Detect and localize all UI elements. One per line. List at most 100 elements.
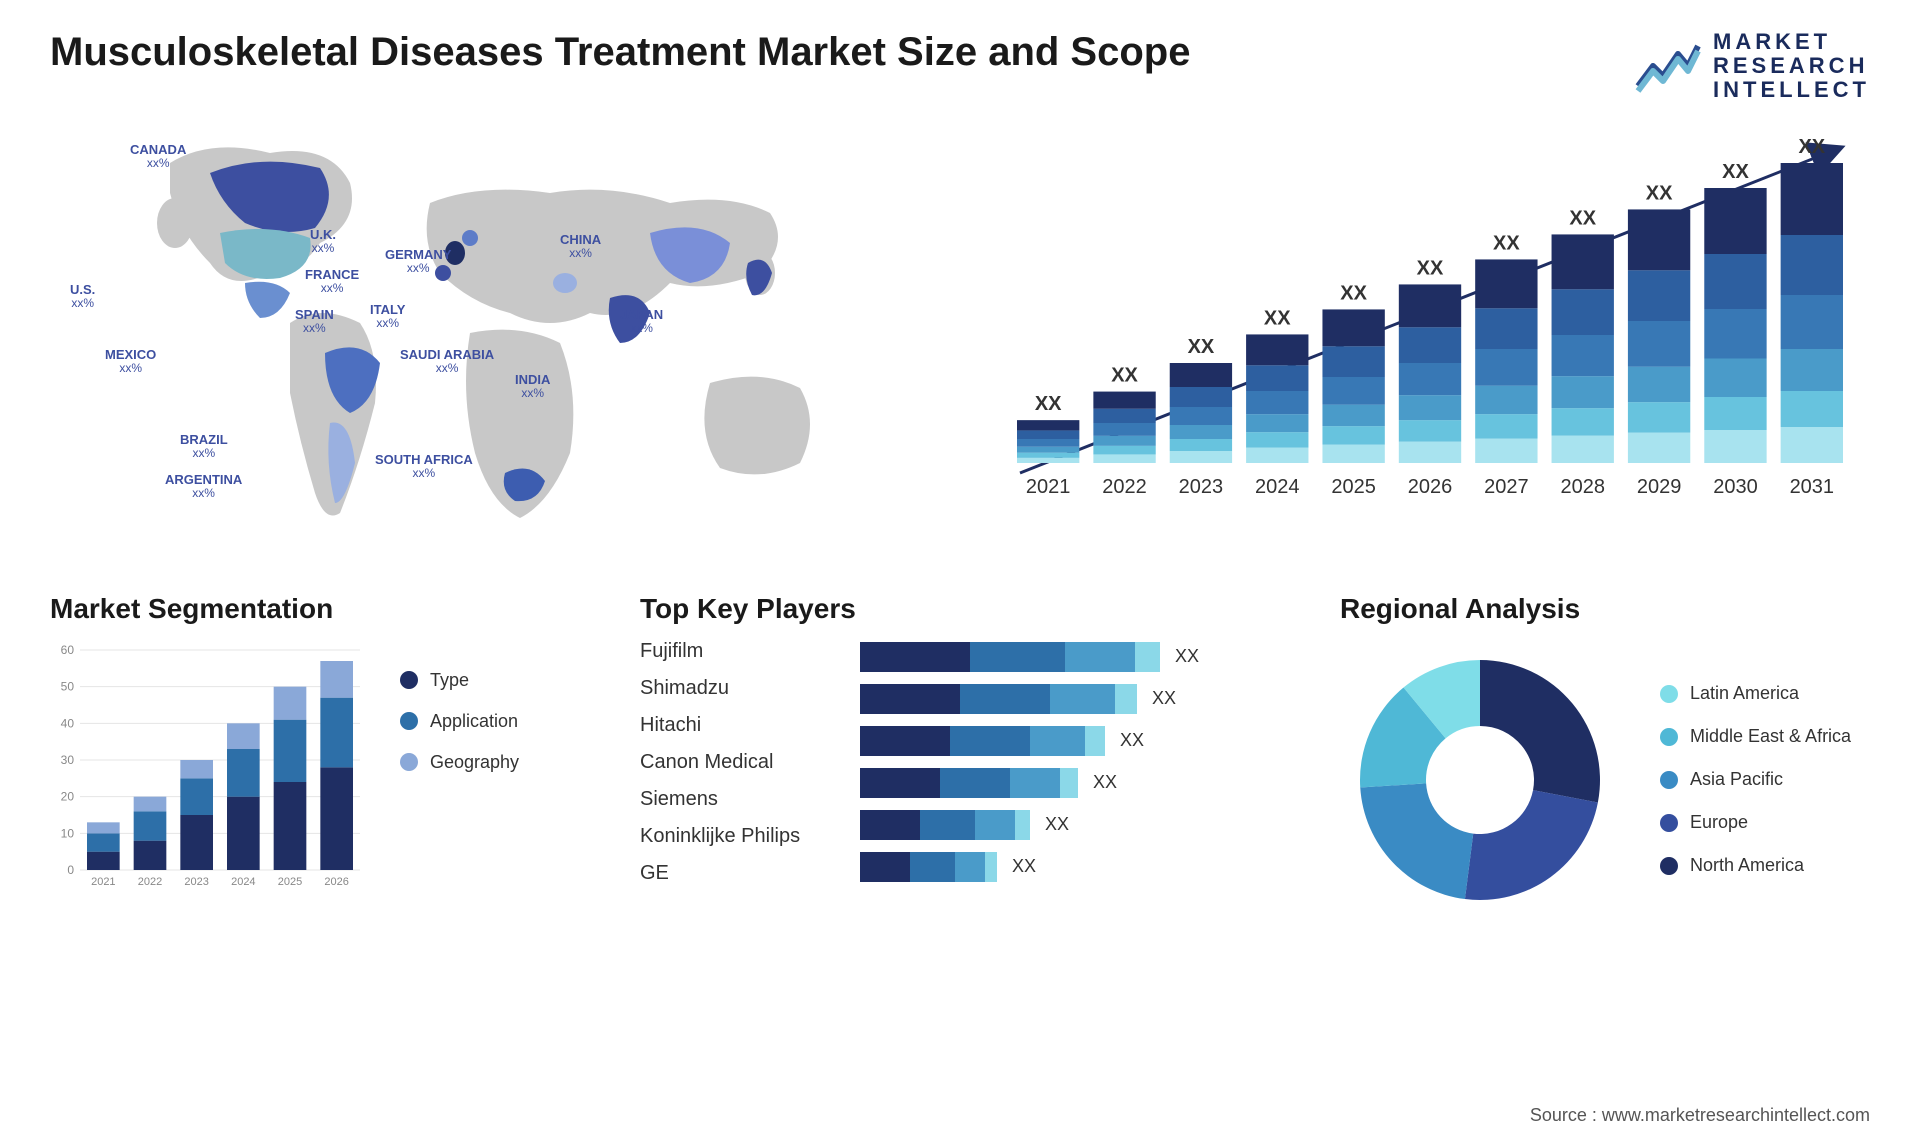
svg-text:2023: 2023: [184, 876, 208, 888]
key-player-bar: [860, 810, 1030, 840]
regional-legend: Latin AmericaMiddle East & AfricaAsia Pa…: [1660, 683, 1851, 876]
svg-text:2029: 2029: [1637, 476, 1682, 498]
svg-text:10: 10: [61, 826, 75, 840]
svg-text:2025: 2025: [278, 876, 302, 888]
map-country-label: U.K.xx%: [310, 228, 336, 255]
key-player-bar-segment: [860, 768, 940, 798]
logo-mark-icon: [1633, 36, 1703, 96]
key-player-bar-segment: [1015, 810, 1030, 840]
key-players-title: Top Key Players: [640, 593, 1310, 625]
map-country-label: SOUTH AFRICAxx%: [375, 453, 473, 480]
key-player-value: XX: [1120, 730, 1144, 751]
map-country-label: U.S.xx%: [70, 283, 95, 310]
svg-text:40: 40: [61, 716, 75, 730]
key-player-name: Siemens: [640, 788, 840, 811]
key-player-value: XX: [1093, 772, 1117, 793]
map-country-label: CHINAxx%: [560, 233, 601, 260]
key-player-bar-segment: [955, 852, 985, 882]
key-player-bar: [860, 726, 1105, 756]
key-player-value: XX: [1045, 814, 1069, 835]
brand-logo: MARKET RESEARCH INTELLECT: [1633, 30, 1870, 103]
svg-text:XX: XX: [1569, 207, 1596, 229]
svg-text:XX: XX: [1035, 393, 1062, 415]
svg-text:2027: 2027: [1484, 476, 1529, 498]
segmentation-legend-item: Type: [400, 670, 519, 691]
key-player-bar-segment: [860, 810, 920, 840]
key-player-bar-segment: [975, 810, 1015, 840]
key-player-bar-row: XX: [860, 684, 1310, 714]
svg-text:XX: XX: [1646, 182, 1673, 204]
map-country-label: SAUDI ARABIAxx%: [400, 348, 494, 375]
svg-text:2024: 2024: [1255, 476, 1300, 498]
map-country-label: ARGENTINAxx%: [165, 473, 242, 500]
key-player-bar-segment: [1135, 642, 1160, 672]
key-player-name: Fujifilm: [640, 640, 840, 663]
key-player-bar-row: XX: [860, 768, 1310, 798]
svg-text:60: 60: [61, 643, 75, 657]
key-player-bar-segment: [960, 684, 1050, 714]
svg-text:2031: 2031: [1790, 476, 1835, 498]
regional-legend-item: North America: [1660, 855, 1851, 876]
segmentation-legend-item: Geography: [400, 752, 519, 773]
segmentation-legend-item: Application: [400, 711, 519, 732]
segmentation-chart: 0102030405060202120222023202420252026: [50, 640, 370, 900]
svg-text:2023: 2023: [1179, 476, 1224, 498]
svg-text:2022: 2022: [138, 876, 162, 888]
svg-text:30: 30: [61, 753, 75, 767]
key-player-bar-segment: [860, 642, 970, 672]
key-player-value: XX: [1012, 856, 1036, 877]
regional-title: Regional Analysis: [1340, 593, 1870, 625]
key-player-bar-segment: [950, 726, 1030, 756]
world-map: CANADAxx%U.S.xx%MEXICOxx%BRAZILxx%ARGENT…: [50, 123, 950, 553]
svg-text:XX: XX: [1188, 336, 1215, 358]
key-player-value: XX: [1175, 646, 1199, 667]
map-country-label: GERMANYxx%: [385, 248, 451, 275]
svg-text:XX: XX: [1264, 307, 1291, 329]
key-player-bar-segment: [1050, 684, 1115, 714]
logo-line2: RESEARCH: [1713, 54, 1870, 78]
key-player-bar-segment: [1030, 726, 1085, 756]
key-player-bar: [860, 642, 1160, 672]
svg-text:2022: 2022: [1102, 476, 1147, 498]
key-player-bar-segment: [920, 810, 975, 840]
logo-line3: INTELLECT: [1713, 78, 1870, 102]
map-country-label: CANADAxx%: [130, 143, 186, 170]
key-player-name: Canon Medical: [640, 751, 840, 774]
key-player-value: XX: [1152, 688, 1176, 709]
map-country-label: SPAINxx%: [295, 308, 334, 335]
svg-text:2026: 2026: [1408, 476, 1453, 498]
regional-legend-item: Middle East & Africa: [1660, 726, 1851, 747]
svg-text:50: 50: [61, 679, 75, 693]
key-player-name: Shimadzu: [640, 677, 840, 700]
regional-legend-item: Europe: [1660, 812, 1851, 833]
key-players-list: FujifilmShimadzuHitachiCanon MedicalSiem…: [640, 640, 840, 885]
regional-donut-chart: [1340, 640, 1620, 920]
key-player-bar-segment: [1085, 726, 1105, 756]
key-player-bar-segment: [940, 768, 1010, 798]
svg-text:2028: 2028: [1560, 476, 1605, 498]
key-player-bar-segment: [1065, 642, 1135, 672]
map-country-label: ITALYxx%: [370, 303, 405, 330]
regional-legend-item: Latin America: [1660, 683, 1851, 704]
map-country-label: JAPANxx%: [620, 308, 663, 335]
key-player-bar-segment: [910, 852, 955, 882]
key-player-name: GE: [640, 862, 840, 885]
map-country-label: INDIAxx%: [515, 373, 550, 400]
key-player-bar: [860, 768, 1078, 798]
segmentation-legend: Type Application Geography: [400, 640, 519, 900]
key-player-bar-segment: [860, 726, 950, 756]
segmentation-title: Market Segmentation: [50, 593, 610, 625]
svg-text:2021: 2021: [1026, 476, 1071, 498]
map-country-label: BRAZILxx%: [180, 433, 228, 460]
key-player-bar: [860, 684, 1137, 714]
key-player-bar-row: XX: [860, 852, 1310, 882]
svg-text:XX: XX: [1798, 136, 1825, 158]
key-player-bar-row: XX: [860, 642, 1310, 672]
key-player-bar-segment: [860, 684, 960, 714]
key-player-bar-segment: [985, 852, 997, 882]
page-title: Musculoskeletal Diseases Treatment Marke…: [50, 30, 1190, 75]
svg-text:2021: 2021: [91, 876, 115, 888]
svg-text:2030: 2030: [1713, 476, 1758, 498]
svg-text:20: 20: [61, 789, 75, 803]
logo-line1: MARKET: [1713, 30, 1870, 54]
